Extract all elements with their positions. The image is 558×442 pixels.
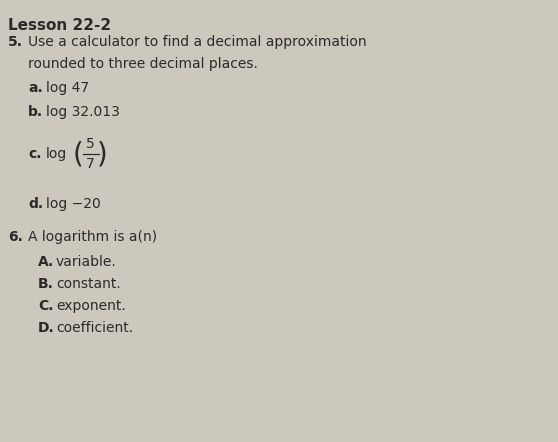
Text: (: ( [73, 140, 83, 168]
Text: 5.: 5. [8, 35, 23, 49]
Text: A.: A. [38, 255, 54, 269]
Text: 5: 5 [85, 137, 94, 151]
Text: Lesson 22-2: Lesson 22-2 [8, 18, 111, 33]
Text: D.: D. [38, 321, 55, 335]
Text: log 47: log 47 [46, 81, 89, 95]
Text: log: log [46, 147, 68, 161]
Text: log −20: log −20 [46, 197, 101, 211]
Text: c.: c. [28, 147, 41, 161]
Text: constant.: constant. [56, 277, 121, 291]
Text: B.: B. [38, 277, 54, 291]
Text: C.: C. [38, 299, 54, 313]
Text: coefficient.: coefficient. [56, 321, 133, 335]
Text: 6.: 6. [8, 230, 23, 244]
Text: rounded to three decimal places.: rounded to three decimal places. [28, 57, 258, 71]
Text: log 32.013: log 32.013 [46, 105, 120, 119]
Text: exponent.: exponent. [56, 299, 126, 313]
Text: ): ) [97, 140, 107, 168]
Text: b.: b. [28, 105, 43, 119]
Text: Use a calculator to find a decimal approximation: Use a calculator to find a decimal appro… [28, 35, 367, 49]
Text: a.: a. [28, 81, 43, 95]
Text: d.: d. [28, 197, 43, 211]
Text: 7: 7 [85, 157, 94, 171]
Text: variable.: variable. [56, 255, 117, 269]
Text: A logarithm is a(n): A logarithm is a(n) [28, 230, 157, 244]
